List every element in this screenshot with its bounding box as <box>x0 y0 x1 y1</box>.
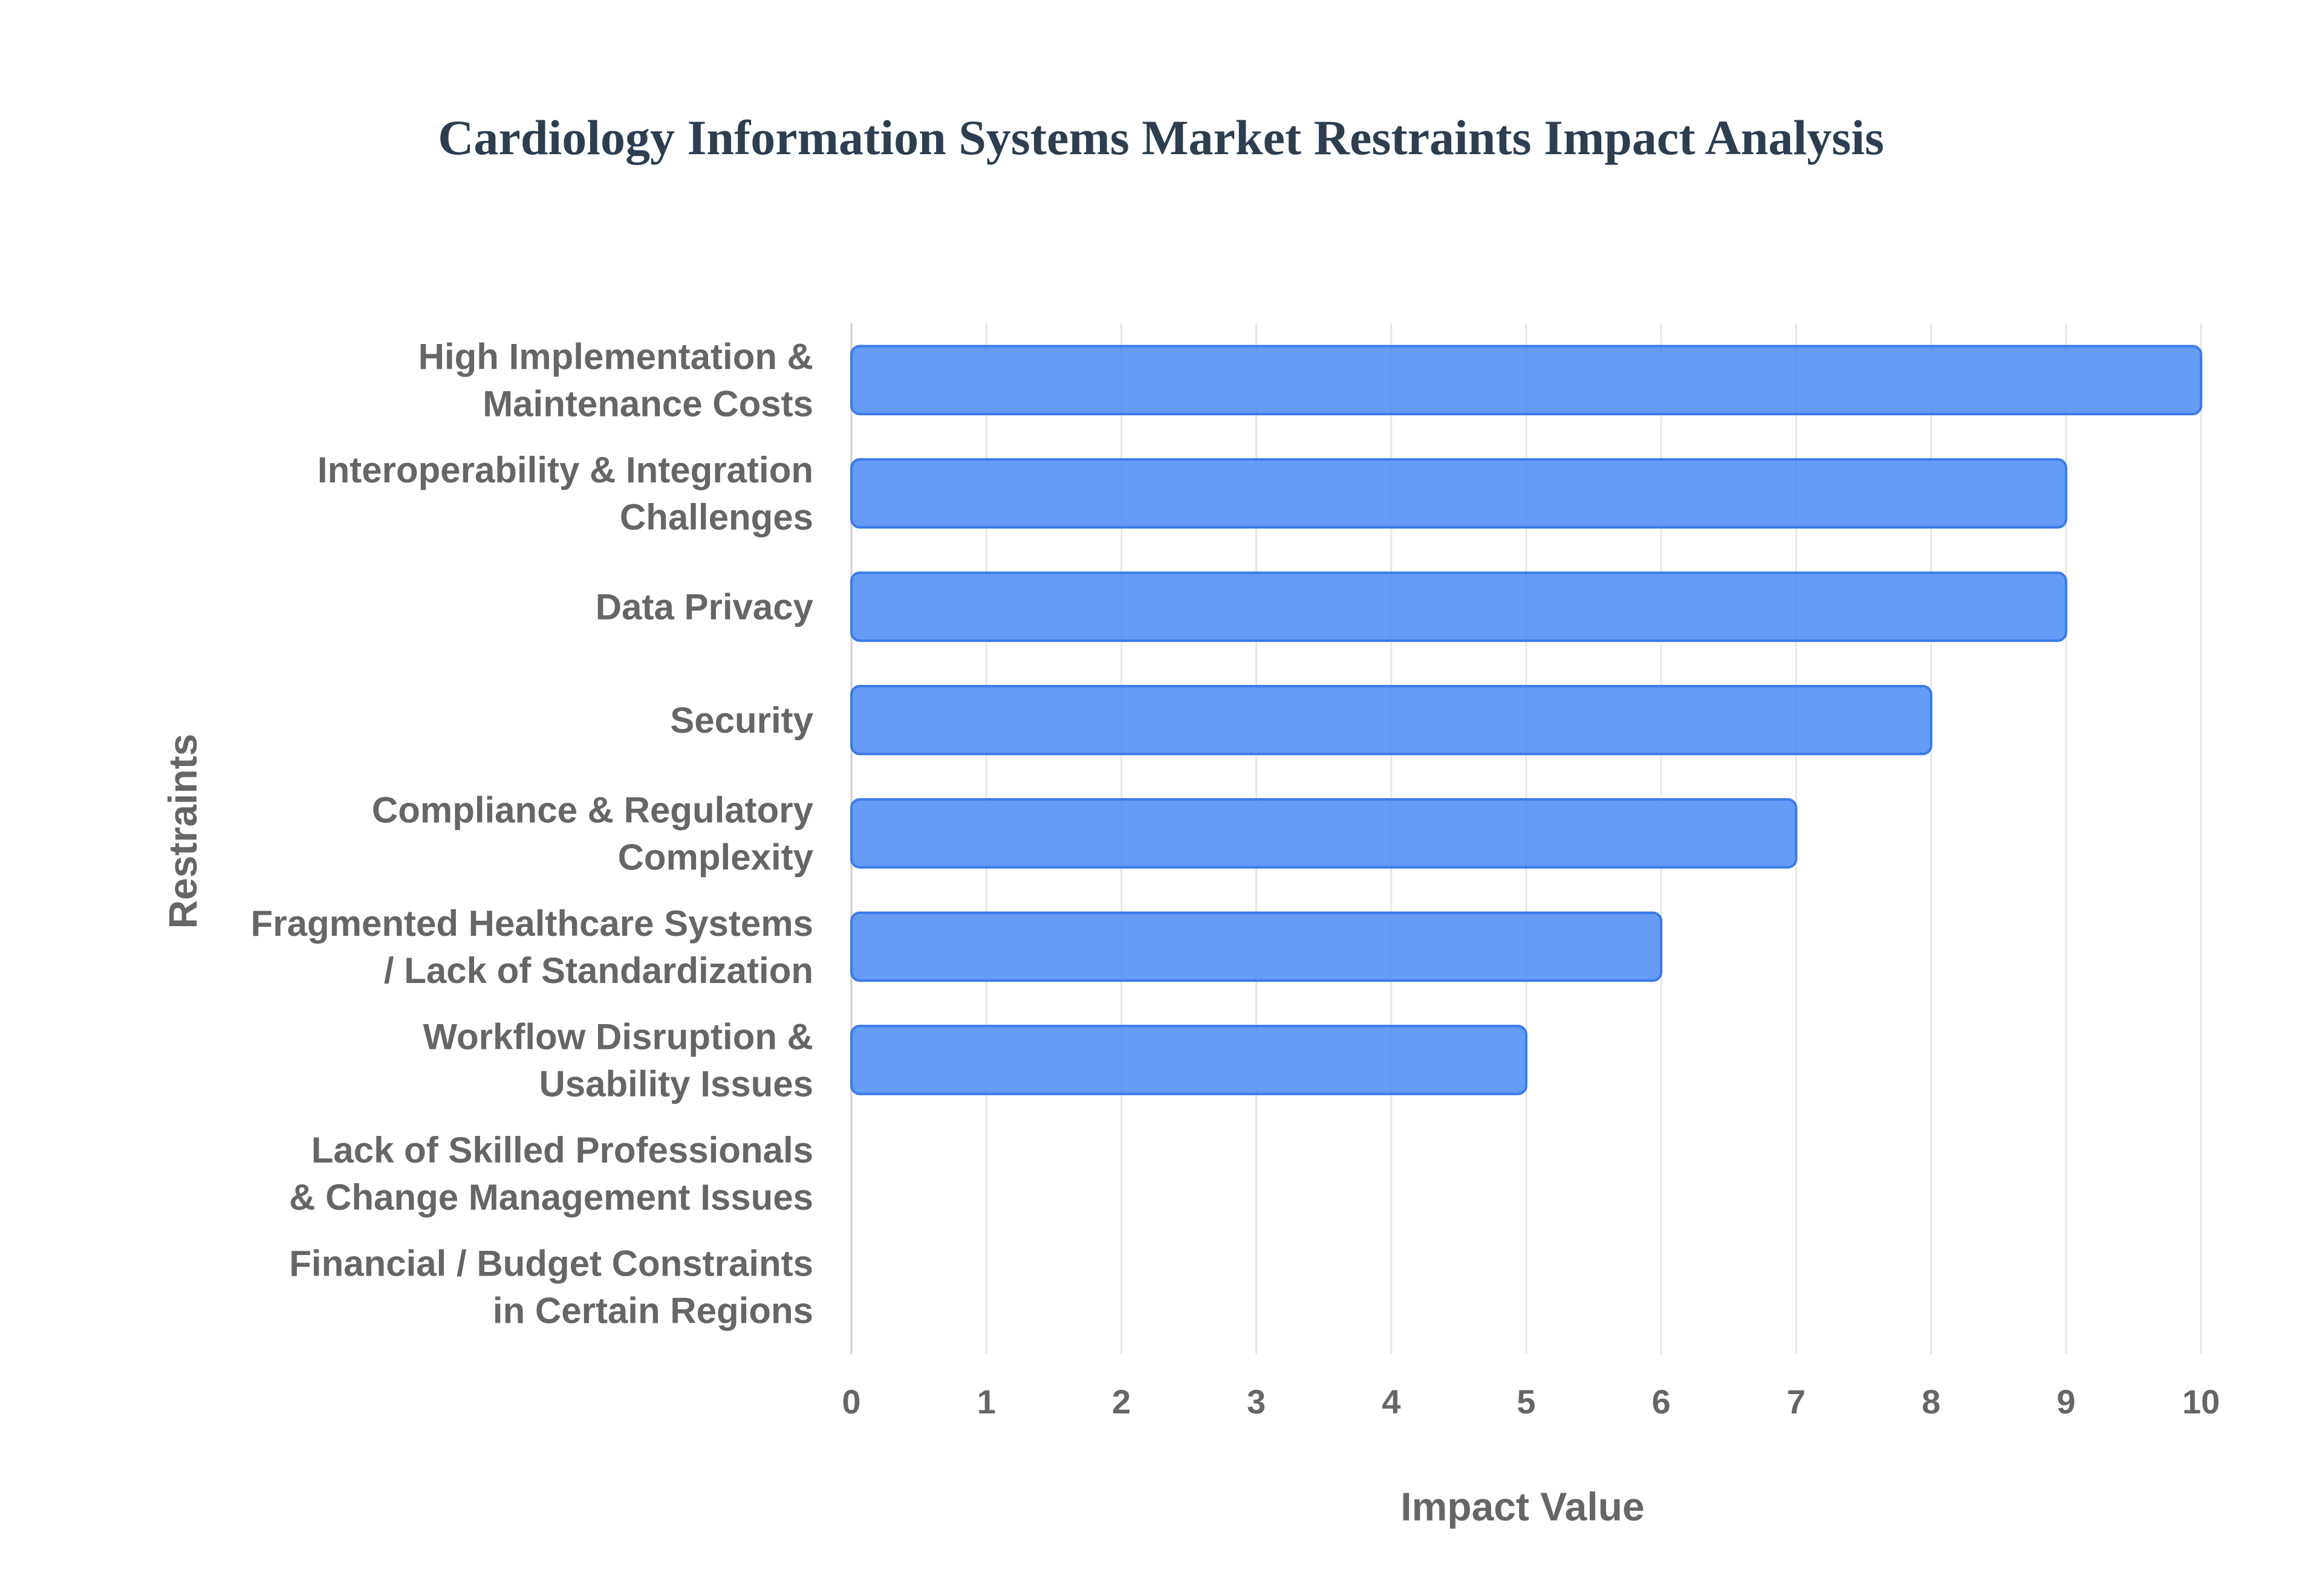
category-label: Workflow Disruption & Usability Issues <box>423 1016 813 1104</box>
x-tick-label: 0 <box>842 1383 860 1421</box>
y-axis-title: Restraints <box>160 734 205 929</box>
x-tick-label: 4 <box>1382 1383 1400 1421</box>
bar <box>850 911 1663 982</box>
bar-layer <box>850 345 2202 1095</box>
category-label: Fragmented Healthcare Systems / Lack of S… <box>251 903 813 991</box>
category-label: Security <box>670 700 813 741</box>
x-tick-label: 7 <box>1787 1383 1806 1421</box>
x-tick-label: 2 <box>1112 1383 1131 1421</box>
x-tick-label: 3 <box>1247 1383 1266 1421</box>
x-tick-label: 8 <box>1922 1383 1940 1421</box>
bar <box>850 458 2067 529</box>
category-label: Interoperability & Integration Challenges <box>317 450 813 537</box>
category-label: High Implementation & Maintenance Costs <box>418 337 813 424</box>
x-tick-layer: 0 1 2 3 4 5 6 7 8 9 10 <box>842 1383 2220 1421</box>
category-label-layer: High Implementation & Maintenance Costs In… <box>251 337 814 1331</box>
category-label: Financial / Budget Constraints in Certain… <box>289 1243 813 1331</box>
category-label: Data Privacy <box>596 587 814 628</box>
x-tick-label: 10 <box>2182 1383 2220 1421</box>
bar <box>850 684 1933 756</box>
x-tick-label: 6 <box>1652 1383 1671 1421</box>
category-label: Lack of Skilled Professionals & Change Ma… <box>289 1130 813 1218</box>
bar <box>850 571 2067 642</box>
x-tick-label: 9 <box>2057 1383 2075 1421</box>
x-axis-title: Impact Value <box>1400 1484 1645 1529</box>
x-tick-label: 1 <box>977 1383 996 1421</box>
bar <box>850 798 1798 869</box>
bar <box>850 345 2202 415</box>
x-tick-label: 5 <box>1517 1383 1535 1421</box>
chart-title: Cardiology Information Systems Market Re… <box>438 110 1884 165</box>
bar <box>850 1025 1527 1095</box>
category-label: Compliance & Regulatory Complexity <box>372 790 814 878</box>
